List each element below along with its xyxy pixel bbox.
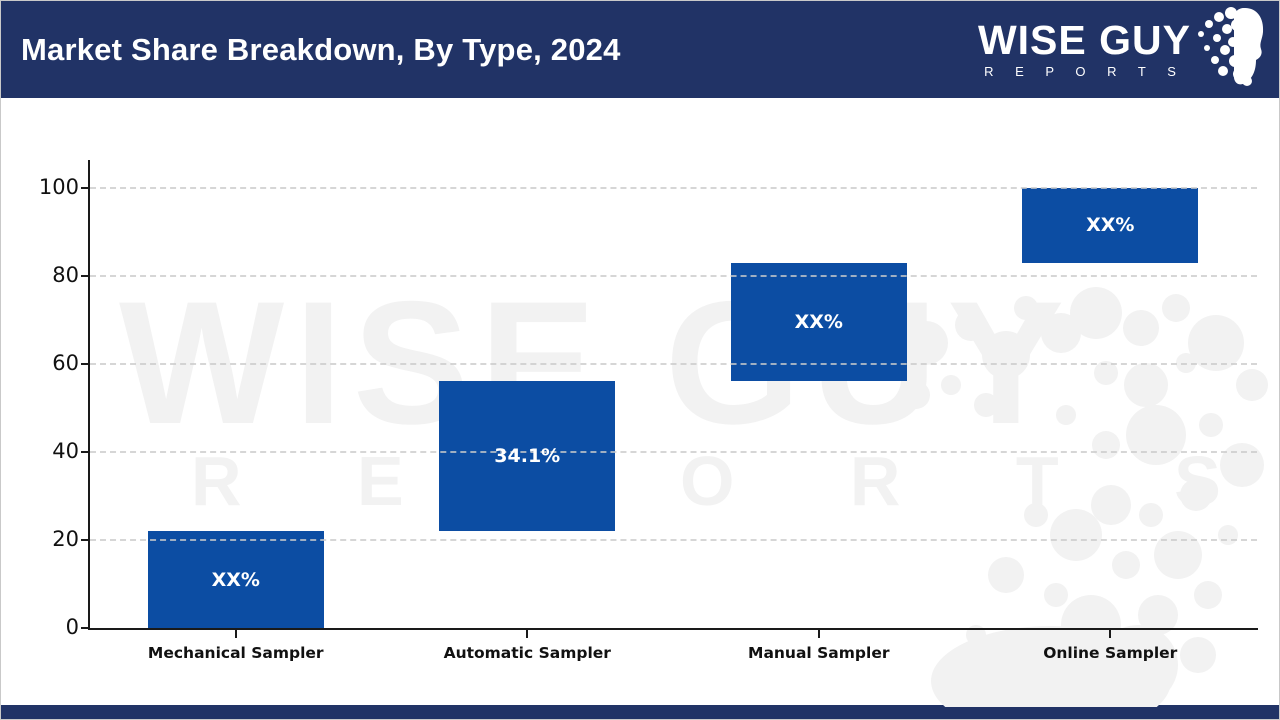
bar-automatic-sampler [439, 381, 616, 532]
watermark-face-icon [856, 213, 1279, 707]
x-axis-line [88, 628, 1258, 630]
y-tick-label: 80 [52, 263, 79, 287]
bar-manual-sampler [730, 262, 907, 382]
header-banner: Market Share Breakdown, By Type, 2024 WI… [1, 1, 1279, 98]
y-tick-label: 60 [52, 351, 79, 375]
x-category-label: Online Sampler [1043, 644, 1178, 662]
x-tick-mark [234, 630, 237, 638]
y-tick-mark [81, 363, 89, 365]
chart-area: WISE GUY R E P O R T S [1, 98, 1279, 707]
y-tick-mark [81, 539, 89, 541]
footer-bar [1, 705, 1279, 719]
x-category-label: Manual Sampler [748, 644, 890, 662]
gridline [90, 539, 1257, 541]
x-tick-mark [526, 630, 529, 638]
x-tick-mark [817, 630, 820, 638]
brand-logo-text: WISE GUY R E P O R T S [977, 17, 1191, 80]
bar-value-label: XX% [1086, 214, 1135, 237]
gridline [90, 363, 1257, 365]
gridline [90, 187, 1257, 189]
y-tick-label: 40 [52, 439, 79, 463]
bar-mechanical-sampler [147, 531, 324, 628]
watermark-text-line2: R E P O R T S [191, 442, 1269, 520]
brand-name: WISE GUY [977, 17, 1191, 63]
gridline [90, 451, 1257, 453]
brand-face-icon [1193, 4, 1265, 95]
bar-online-sampler [1022, 188, 1199, 263]
y-tick-label: 0 [65, 615, 79, 639]
gridline [90, 275, 1257, 277]
brand-logo: WISE GUY R E P O R T S [978, 4, 1265, 95]
page-title: Market Share Breakdown, By Type, 2024 [21, 31, 621, 67]
x-category-label: Automatic Sampler [443, 644, 611, 662]
bar-value-label: XX% [211, 568, 260, 591]
y-tick-mark [81, 187, 89, 189]
x-category-label: Mechanical Sampler [147, 644, 324, 662]
y-tick-mark [81, 451, 89, 453]
brand-subtitle: R E P O R T S [984, 64, 1185, 79]
bar-value-label: 34.1% [494, 445, 561, 468]
y-tick-mark [81, 275, 89, 277]
y-tick-label: 20 [52, 527, 79, 551]
bar-value-label: XX% [794, 310, 843, 333]
y-axis-line [88, 160, 90, 630]
y-tick-label: 100 [38, 175, 79, 199]
x-tick-mark [1109, 630, 1112, 638]
y-tick-mark [81, 627, 89, 629]
